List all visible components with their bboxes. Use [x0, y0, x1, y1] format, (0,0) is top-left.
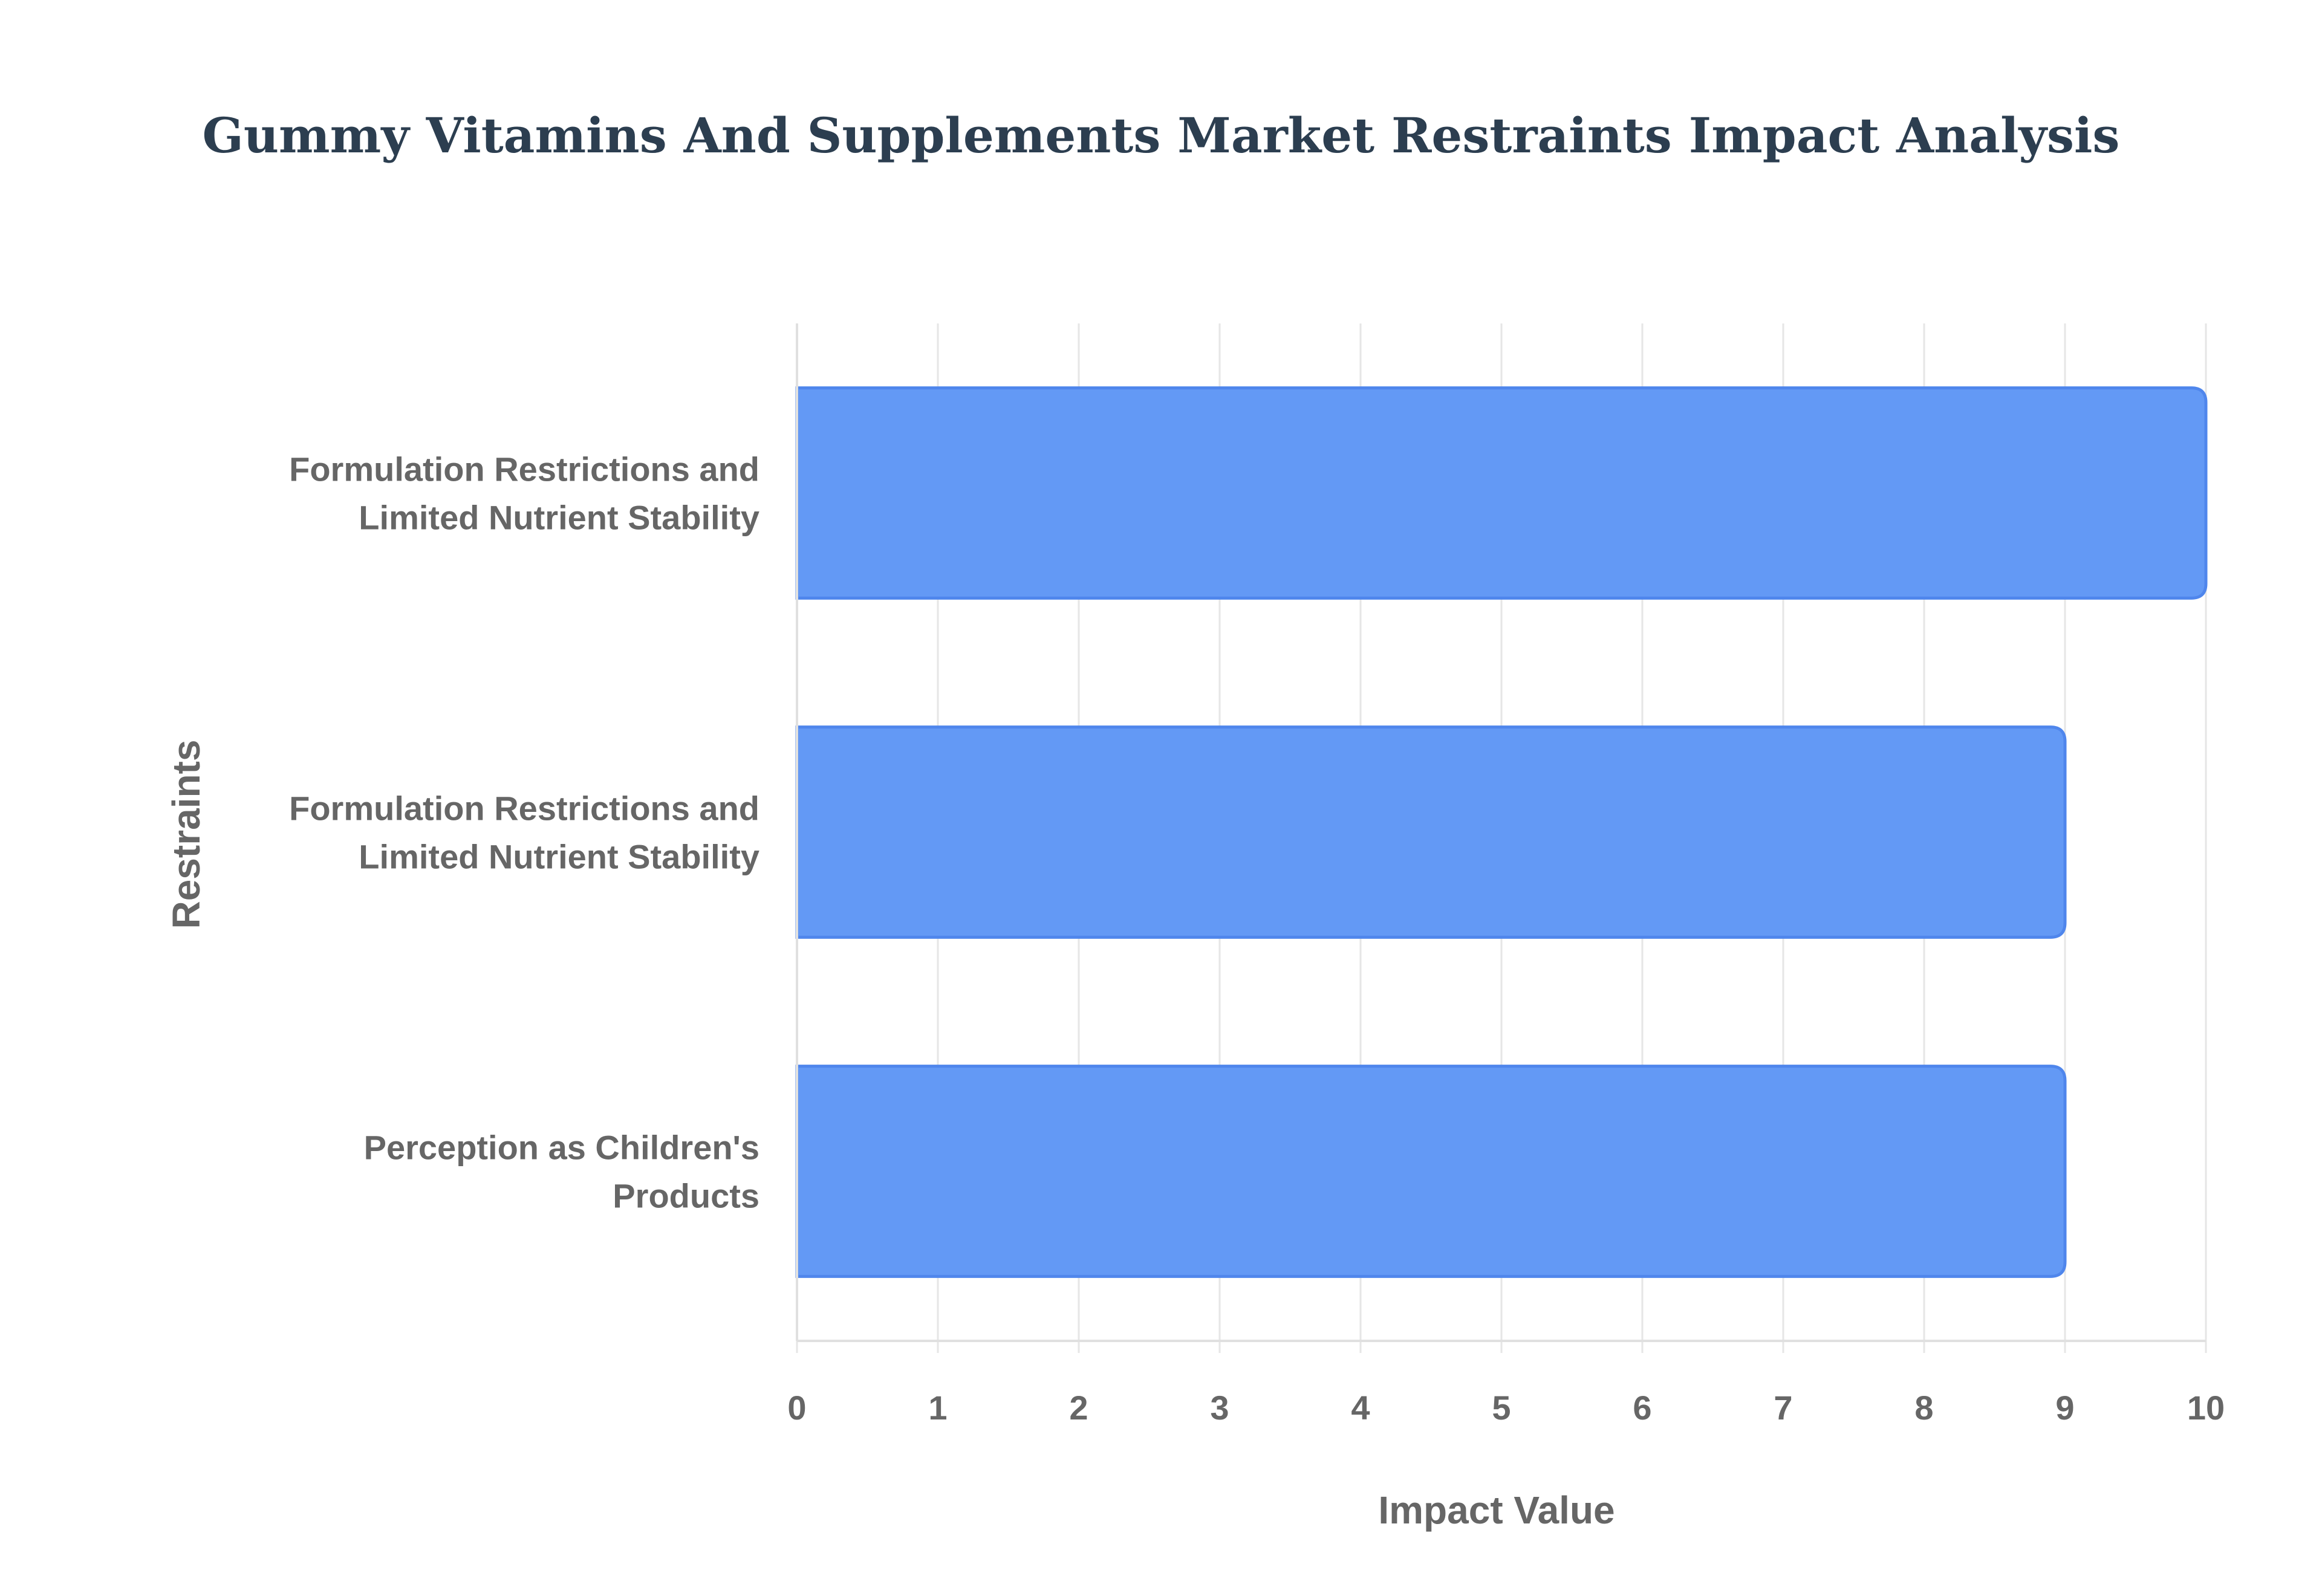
x-tick-label: 1 [928, 1389, 947, 1427]
y-axis-title: Restraints [164, 740, 208, 929]
y-category-label: Perception as Children's [364, 1129, 759, 1167]
y-category-label: Formulation Restrictions and [289, 790, 759, 828]
x-tick-label: 4 [1351, 1389, 1370, 1427]
y-category-label: Products [613, 1177, 759, 1215]
x-tick-label: 9 [2055, 1389, 2074, 1427]
x-tick-label: 7 [1774, 1389, 1792, 1427]
x-tick-label: 5 [1492, 1389, 1511, 1427]
x-tick-label: 6 [1633, 1389, 1651, 1427]
x-tick-label: 8 [1914, 1389, 1933, 1427]
chart-title: Gummy Vitamins And Supplements Market Re… [203, 107, 2120, 164]
x-ticks: 0 1 2 3 4 5 6 7 8 9 10 [787, 1389, 2225, 1427]
bar [795, 386, 2208, 600]
bars [795, 386, 2208, 1278]
x-axis-title: Impact Value [1378, 1488, 1615, 1532]
y-category-label: Limited Nutrient Stability [359, 838, 759, 876]
y-category-label: Formulation Restrictions and [289, 450, 759, 488]
y-category-labels: Formulation Restrictions and Limited Nutr… [289, 450, 759, 1215]
x-tick-label: 10 [2187, 1389, 2225, 1427]
x-tick-label: 0 [787, 1389, 806, 1427]
x-tick-label: 2 [1069, 1389, 1088, 1427]
y-category-label: Limited Nutrient Stability [359, 499, 759, 537]
bar [795, 725, 2067, 939]
bar [795, 1065, 2067, 1278]
axes [796, 323, 2206, 1342]
x-tick-label: 3 [1210, 1389, 1229, 1427]
